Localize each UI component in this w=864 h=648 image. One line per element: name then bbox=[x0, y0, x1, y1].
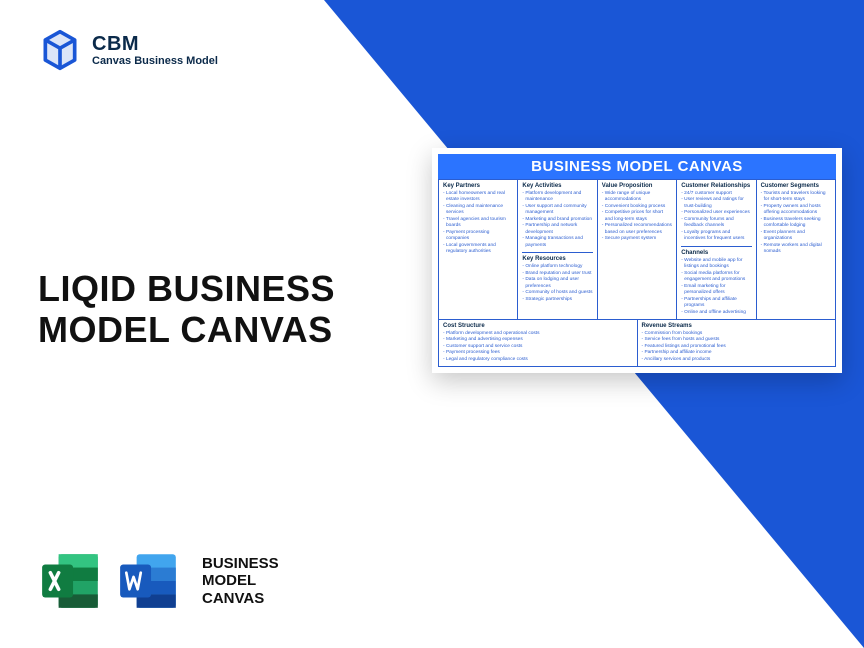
list-item: Business travelers seeking comfortable l… bbox=[761, 217, 831, 230]
list-item: Website and mobile app for listings and … bbox=[681, 258, 751, 271]
canvas-preview-card: BUSINESS MODEL CANVAS Key Partners Local… bbox=[432, 148, 842, 373]
list-item: Wide range of unique accommodations bbox=[602, 191, 672, 204]
list-item: Payment processing companies bbox=[443, 230, 513, 243]
list-item: Local governments and regulatory authori… bbox=[443, 243, 513, 256]
list-item: Local homeowners and real estate investo… bbox=[443, 191, 513, 204]
cell-value-proposition: Value Proposition Wide range of unique a… bbox=[598, 180, 677, 320]
list-item: Competitive prices for short and long-te… bbox=[602, 210, 672, 223]
brand-subtitle: Canvas Business Model bbox=[92, 55, 218, 67]
headline-line-2: MODEL CANVAS bbox=[38, 309, 333, 350]
cell-revenue-streams: Revenue Streams Commission from bookings… bbox=[638, 320, 837, 367]
file-label: BUSINESS MODEL CANVAS bbox=[202, 555, 279, 607]
list-item: Remote workers and digital nomads bbox=[761, 243, 831, 256]
list-item: Cleaning and maintenance services bbox=[443, 204, 513, 217]
list-item: Partnerships and affiliate programs bbox=[681, 297, 751, 310]
list-item: Data on lodging and user preferences bbox=[522, 277, 592, 290]
cell-key-partners: Key Partners Local homeowners and real e… bbox=[439, 180, 518, 320]
list-item: User reviews and ratings for trust-build… bbox=[681, 197, 751, 210]
list-item: Partnership and network development bbox=[522, 223, 592, 236]
cell-cost-structure: Cost Structure Platform development and … bbox=[439, 320, 638, 367]
headline-line-1: LIQID BUSINESS bbox=[38, 268, 335, 309]
list-item: Property owners and hosts offering accom… bbox=[761, 204, 831, 217]
canvas-title: BUSINESS MODEL CANVAS bbox=[438, 154, 836, 179]
list-item: Email marketing for personalized offers bbox=[681, 284, 751, 297]
list-item: Community of hosts and guests bbox=[522, 290, 592, 296]
file-icons-row: BUSINESS MODEL CANVAS bbox=[38, 548, 279, 614]
page-headline: LIQID BUSINESS MODEL CANVAS bbox=[38, 268, 335, 351]
brand-title: CBM bbox=[92, 33, 218, 55]
list-item: Strategic partnerships bbox=[522, 297, 592, 303]
list-item: Online and offline advertising bbox=[681, 310, 751, 316]
brand-logo-area: CBM Canvas Business Model bbox=[38, 28, 218, 72]
canvas-bottom-row: Cost Structure Platform development and … bbox=[438, 320, 836, 367]
list-item: User support and community management bbox=[522, 204, 592, 217]
word-icon bbox=[116, 548, 182, 614]
list-item: Online platform technology bbox=[522, 264, 592, 270]
cell-key-activities-resources: Key Activities Platform development and … bbox=[518, 180, 597, 320]
list-item: Tourists and travelers looking for short… bbox=[761, 191, 831, 204]
list-item: Loyalty programs and incentives for freq… bbox=[681, 230, 751, 243]
brand-logo-icon bbox=[38, 28, 82, 72]
list-item: Personalized recommendations based on us… bbox=[602, 223, 672, 236]
list-item: Event planners and organizations bbox=[761, 230, 831, 243]
list-item: Platform development and maintenance bbox=[522, 191, 592, 204]
list-item: Managing transactions and payments bbox=[522, 236, 592, 249]
list-item: Secure payment system bbox=[602, 236, 672, 242]
list-item: Personalized user experiences bbox=[681, 210, 751, 216]
list-item: Ancillary services and products bbox=[642, 357, 832, 363]
list-item: Social media platforms for engagement an… bbox=[681, 271, 751, 284]
list-item: Travel agencies and tourism boards bbox=[443, 217, 513, 230]
excel-icon bbox=[38, 548, 104, 614]
list-item: Community forums and feedback channels bbox=[681, 217, 751, 230]
cell-customer-segments: Customer Segments Tourists and travelers… bbox=[757, 180, 836, 320]
canvas-top-grid: Key Partners Local homeowners and real e… bbox=[438, 179, 836, 320]
list-item: Legal and regulatory compliance costs bbox=[443, 357, 633, 363]
cell-relationships-channels: Customer Relationships 24/7 customer sup… bbox=[677, 180, 756, 320]
